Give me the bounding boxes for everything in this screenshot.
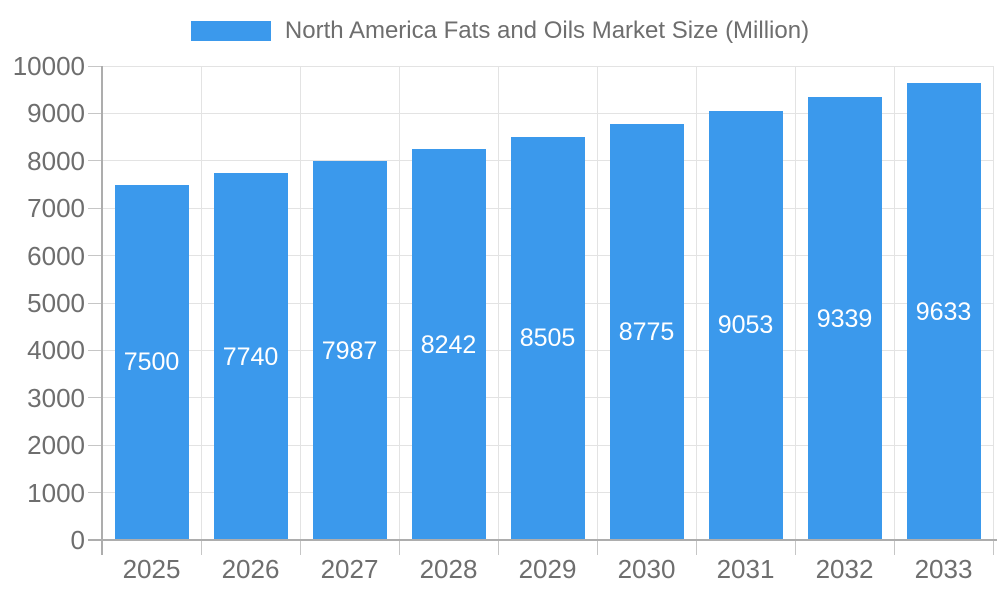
x-gridline [299,66,301,540]
y-tick-label: 0 [70,525,85,555]
bar[interactable] [411,149,486,540]
y-tick-label: 7000 [27,193,85,224]
x-tick-label: 2029 [518,554,577,584]
bar[interactable] [708,110,783,540]
y-tick-label: 4000 [27,335,85,366]
bar[interactable] [510,136,585,540]
x-gridline [497,66,499,540]
x-gridline [794,66,796,540]
x-tick [398,540,400,555]
bar-value-label: 9339 [816,304,873,333]
y-tick [88,112,102,114]
y-tick [88,349,102,351]
x-tick-label: 2027 [320,554,379,584]
legend[interactable]: North America Fats and Oils Market Size … [0,14,1000,48]
x-gridline [596,66,598,540]
x-tick-label: 2030 [617,554,676,584]
x-tick [893,540,895,555]
y-gridline [102,65,993,67]
bar-value-label: 7740 [222,342,279,371]
legend-label: North America Fats and Oils Market Size … [284,17,810,44]
y-tick [88,65,102,67]
x-gridline [893,66,895,540]
y-tick-label: 1000 [27,477,85,508]
x-tick [596,540,598,555]
bar-value-label: 9053 [717,311,774,340]
bar[interactable] [213,173,288,540]
bar-value-label: 8505 [519,324,576,353]
y-tick-label: 6000 [27,240,85,271]
bar[interactable] [114,184,189,540]
y-tick-label: 9000 [27,98,85,129]
x-tick [992,540,994,555]
y-tick [88,160,102,162]
x-axis-line [88,539,997,541]
y-tick [88,302,102,304]
bar[interactable] [906,83,981,540]
y-tick [88,255,102,257]
x-tick [200,540,202,555]
y-tick-label: 5000 [27,288,85,318]
x-gridline [695,66,697,540]
x-tick [299,540,301,555]
legend-swatch [190,21,271,41]
x-tick-label: 2031 [716,554,775,584]
x-tick [794,540,796,555]
bar[interactable] [312,161,387,540]
x-tick [695,540,697,555]
x-gridline [992,66,994,540]
y-tick-label: 8000 [27,145,85,176]
bar-value-label: 9633 [915,297,972,326]
y-tick [88,444,102,446]
bar-value-label: 7987 [321,336,378,365]
y-tick-label: 3000 [27,382,85,413]
y-axis-line [101,66,103,555]
bar-value-label: 8242 [420,330,477,359]
y-gridline [102,112,993,114]
bar[interactable] [807,97,882,540]
x-tick-label: 2025 [122,554,181,584]
bar-value-label: 8775 [618,318,675,347]
y-tick [88,207,102,209]
x-tick [497,540,499,555]
x-tick-label: 2026 [221,554,280,584]
bar[interactable] [609,124,684,540]
x-tick-label: 2028 [419,554,478,584]
x-gridline [398,66,400,540]
bar-value-label: 7500 [123,348,180,377]
x-tick-label: 2032 [815,554,874,584]
y-tick-label: 10000 [12,51,85,81]
y-tick-label: 2000 [27,430,85,461]
x-tick-label: 2033 [914,554,973,584]
y-tick [88,492,102,494]
y-tick [88,397,102,399]
x-gridline [200,66,202,540]
